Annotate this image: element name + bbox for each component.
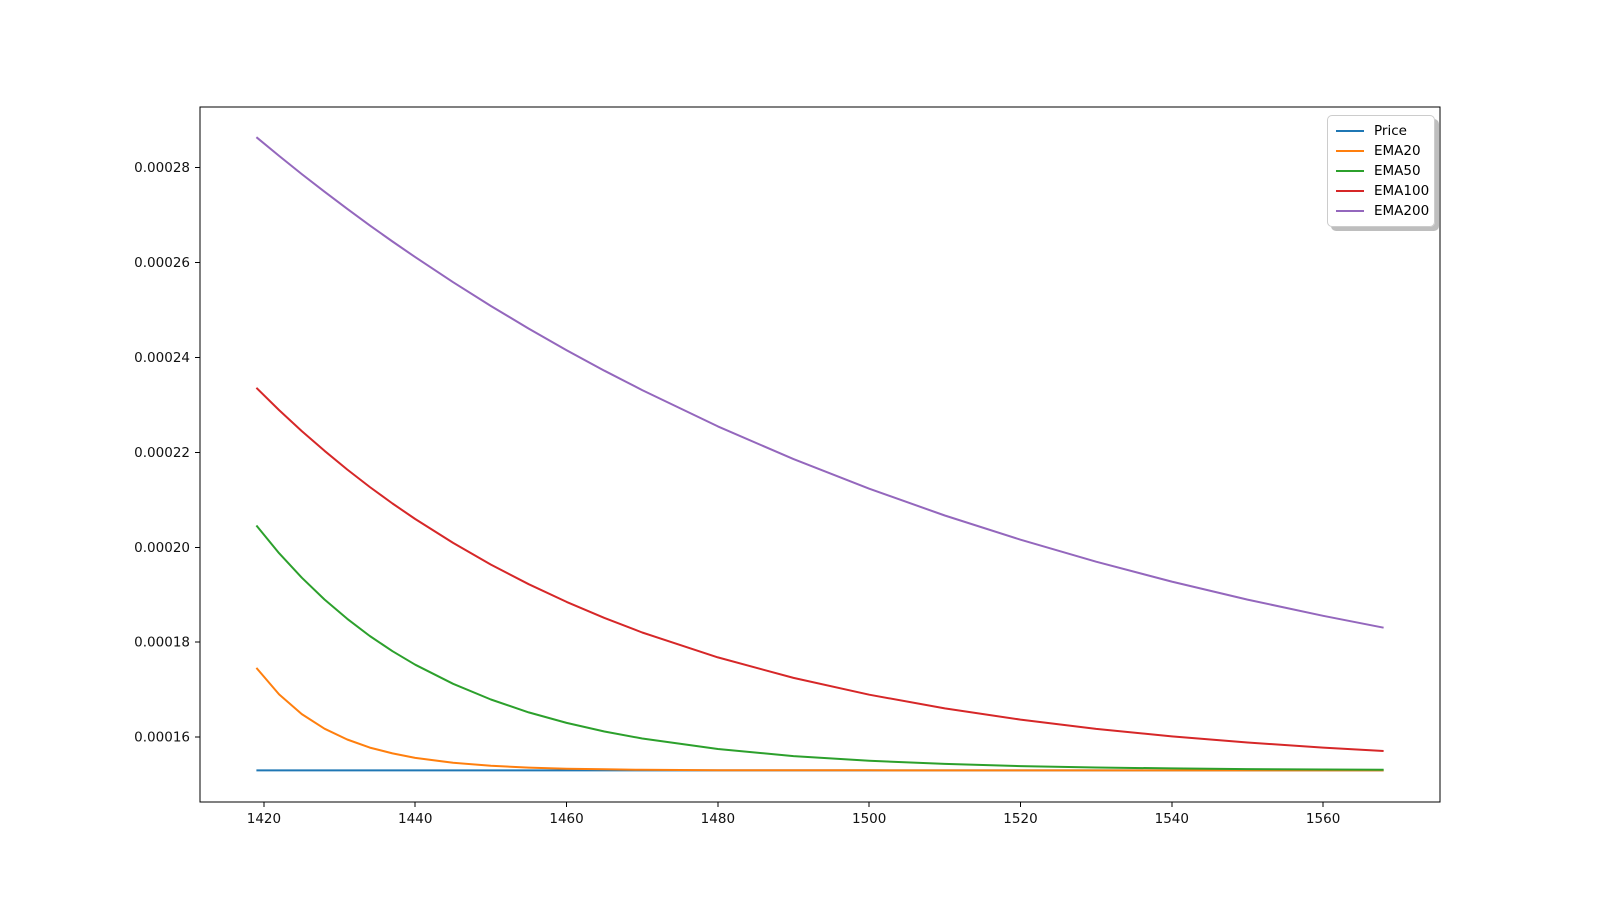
x-tick-label: 1560 <box>1306 811 1340 827</box>
x-tick-label: 1440 <box>398 811 432 827</box>
legend-item-ema200: EMA200 <box>1336 201 1430 221</box>
legend-label: EMA200 <box>1374 203 1430 219</box>
legend-line-swatch-ema20 <box>1336 149 1364 153</box>
series-line-ema100 <box>255 387 1384 752</box>
legend-label: EMA100 <box>1374 183 1430 199</box>
legend-label: EMA50 <box>1374 163 1421 179</box>
legend-item-ema20: EMA20 <box>1336 141 1426 161</box>
legend-line-swatch-price <box>1336 129 1364 133</box>
x-tick-label: 1540 <box>1155 811 1189 827</box>
y-tick-label: 0.00016 <box>134 730 190 746</box>
x-tick-label: 1480 <box>701 811 735 827</box>
y-tick-label: 0.00022 <box>134 445 190 461</box>
y-tick-label: 0.00028 <box>134 160 190 176</box>
legend-label: EMA20 <box>1374 143 1421 159</box>
x-tick-label: 1500 <box>852 811 886 827</box>
legend-item-ema100: EMA100 <box>1336 181 1430 201</box>
legend-line-swatch-ema100 <box>1336 189 1364 193</box>
legend-item-ema50: EMA50 <box>1336 161 1426 181</box>
legend-label: Price <box>1374 123 1407 139</box>
x-tick-label: 1460 <box>549 811 583 827</box>
legend: Price EMA20 EMA50 EMA100 EMA200 <box>1327 115 1435 227</box>
y-tick-label: 0.00024 <box>134 350 190 366</box>
series-line-ema50 <box>255 524 1384 771</box>
series-line-ema20 <box>255 667 1384 772</box>
y-tick-label: 0.00026 <box>134 255 190 271</box>
y-tick-label: 0.00020 <box>134 540 190 556</box>
legend-line-swatch-ema50 <box>1336 169 1364 173</box>
series-line-ema200 <box>255 136 1384 629</box>
x-tick-label: 1520 <box>1003 811 1037 827</box>
legend-item-price: Price <box>1336 121 1426 141</box>
axes-border <box>199 106 1441 803</box>
x-tick-label: 1420 <box>247 811 281 827</box>
y-tick-label: 0.00018 <box>134 635 190 651</box>
legend-line-swatch-ema200 <box>1336 209 1364 213</box>
